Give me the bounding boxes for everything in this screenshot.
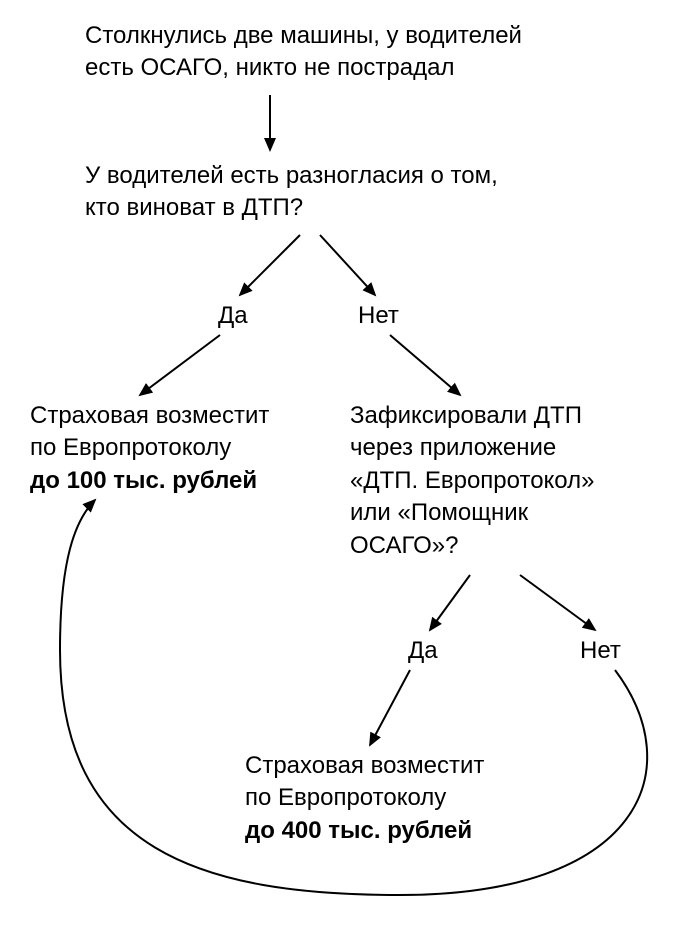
- node-out-400-line2: по Европротоколу: [245, 784, 446, 811]
- node-q2-line1: Зафиксировали ДТП: [350, 402, 582, 429]
- node-out-400: Страховая возместит по Европротоколу до …: [245, 750, 565, 847]
- node-q1: У водителей есть разногласия о том, кто …: [85, 160, 645, 225]
- node-q2-line5: ОСАГО»?: [350, 532, 459, 559]
- node-q2: Зафиксировали ДТП через приложение «ДТП.…: [350, 400, 680, 562]
- label-q1-yes-text: Да: [218, 302, 248, 329]
- edge-e8: [370, 670, 410, 745]
- node-out-100-line1: Страховая возместит: [30, 402, 269, 429]
- node-out-400-line1: Страховая возместит: [245, 752, 484, 779]
- label-q1-no: Нет: [358, 300, 399, 332]
- node-out-400-bold: до 400 тыс. рублей: [245, 817, 472, 844]
- node-out-100-bold: до 100 тыс. рублей: [30, 467, 257, 494]
- node-q1-line2: кто виноват в ДТП?: [85, 194, 303, 221]
- label-q2-no: Нет: [580, 635, 621, 667]
- node-out-100-line2: по Европротоколу: [30, 434, 231, 461]
- node-out-100: Страховая возместит по Европротоколу до …: [30, 400, 330, 497]
- label-q2-no-text: Нет: [580, 637, 621, 664]
- label-q2-yes: Да: [408, 635, 438, 667]
- edge-e4: [140, 335, 220, 395]
- edge-e2: [240, 235, 300, 295]
- label-q2-yes-text: Да: [408, 637, 438, 664]
- node-q1-line1: У водителей есть разногласия о том,: [85, 162, 498, 189]
- label-q1-yes: Да: [218, 300, 248, 332]
- edge-e6: [430, 575, 470, 630]
- edge-e7: [520, 575, 595, 630]
- node-q2-line4: или «Помощник: [350, 499, 528, 526]
- node-start-line2: есть ОСАГО, никто не пострадал: [85, 54, 454, 81]
- node-start: Столкнулись две машины, у водителей есть…: [85, 20, 645, 85]
- node-q2-line2: через приложение: [350, 434, 556, 461]
- edge-e5: [390, 335, 460, 395]
- node-start-line1: Столкнулись две машины, у водителей: [85, 22, 522, 49]
- node-q2-line3: «ДТП. Европротокол»: [350, 467, 594, 494]
- edge-e3: [320, 235, 375, 295]
- label-q1-no-text: Нет: [358, 302, 399, 329]
